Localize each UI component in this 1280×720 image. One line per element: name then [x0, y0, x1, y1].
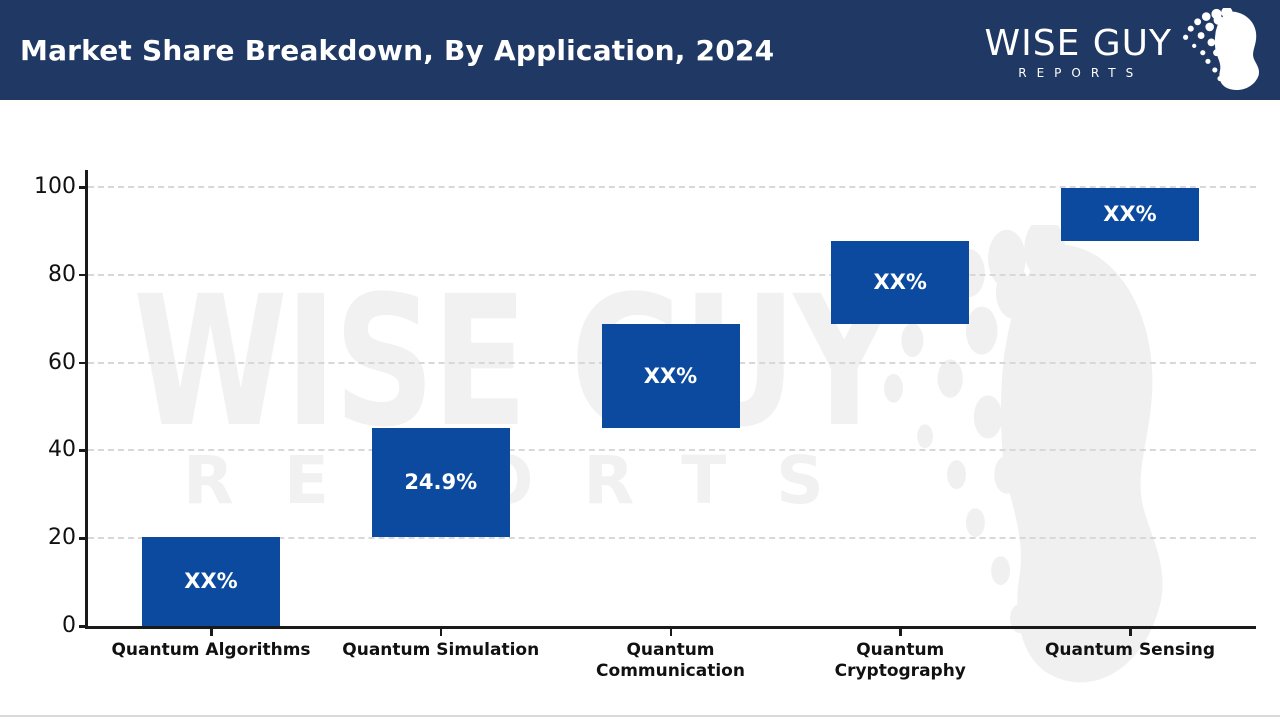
x-tick-mark [439, 628, 443, 636]
x-tick-mark [210, 628, 213, 636]
brand-logo: WISE GUY REPORTS [985, 8, 1267, 94]
header-bar: Market Share Breakdown, By Application, … [0, 0, 1280, 100]
x-tick-label: Quantum Communication [596, 640, 745, 681]
bar-value-label: XX% [1103, 202, 1157, 227]
x-axis [85, 626, 1256, 629]
wiseguy-face-icon [1174, 8, 1266, 94]
y-tick-label: 100 [34, 174, 76, 199]
y-tick-label: 40 [48, 437, 76, 463]
y-gridline [88, 186, 1256, 188]
brand-name: WISE GUY [984, 22, 1172, 64]
y-gridline [88, 537, 1256, 540]
y-tick-mark [79, 537, 88, 540]
bar-segment: 24.9% [371, 427, 510, 537]
y-tick-label: 80 [48, 261, 76, 287]
y-tick-mark [79, 361, 88, 365]
y-tick-mark [79, 273, 88, 277]
bar-segment: XX% [142, 536, 280, 626]
brand-subname: REPORTS [1018, 65, 1144, 80]
x-tick-label: Quantum Algorithms [111, 640, 311, 660]
y-gridline [88, 449, 1256, 452]
bar-segment: XX% [1061, 187, 1199, 241]
y-tick-label: 0 [62, 613, 76, 638]
y-tick-mark [79, 186, 88, 189]
y-tick-label: 20 [48, 525, 76, 551]
figure-bottom-border [0, 715, 1280, 717]
bar-segment: XX% [831, 240, 970, 325]
y-axis [85, 170, 88, 629]
x-tick-label: Quantum Sensing [1044, 640, 1216, 660]
bar-value-label: XX% [873, 270, 927, 295]
x-tick-label: Quantum Cryptography [834, 640, 966, 681]
y-gridline [88, 273, 1256, 276]
x-tick-mark [899, 628, 902, 636]
y-tick-label: 60 [48, 349, 76, 375]
bar-value-label: XX% [643, 363, 698, 388]
y-tick-mark [79, 449, 88, 452]
brand-logo-text: WISE GUY REPORTS [985, 23, 1173, 80]
x-tick-mark [669, 628, 672, 636]
y-tick-mark [79, 625, 88, 628]
chart-title: Market Share Breakdown, By Application, … [20, 33, 775, 67]
bar-value-label: 24.9% [404, 470, 478, 495]
x-tick-label: Quantum Simulation [342, 640, 540, 660]
x-tick-mark [1129, 628, 1132, 636]
bar-value-label: XX% [184, 569, 238, 594]
bar-segment: XX% [601, 324, 740, 428]
